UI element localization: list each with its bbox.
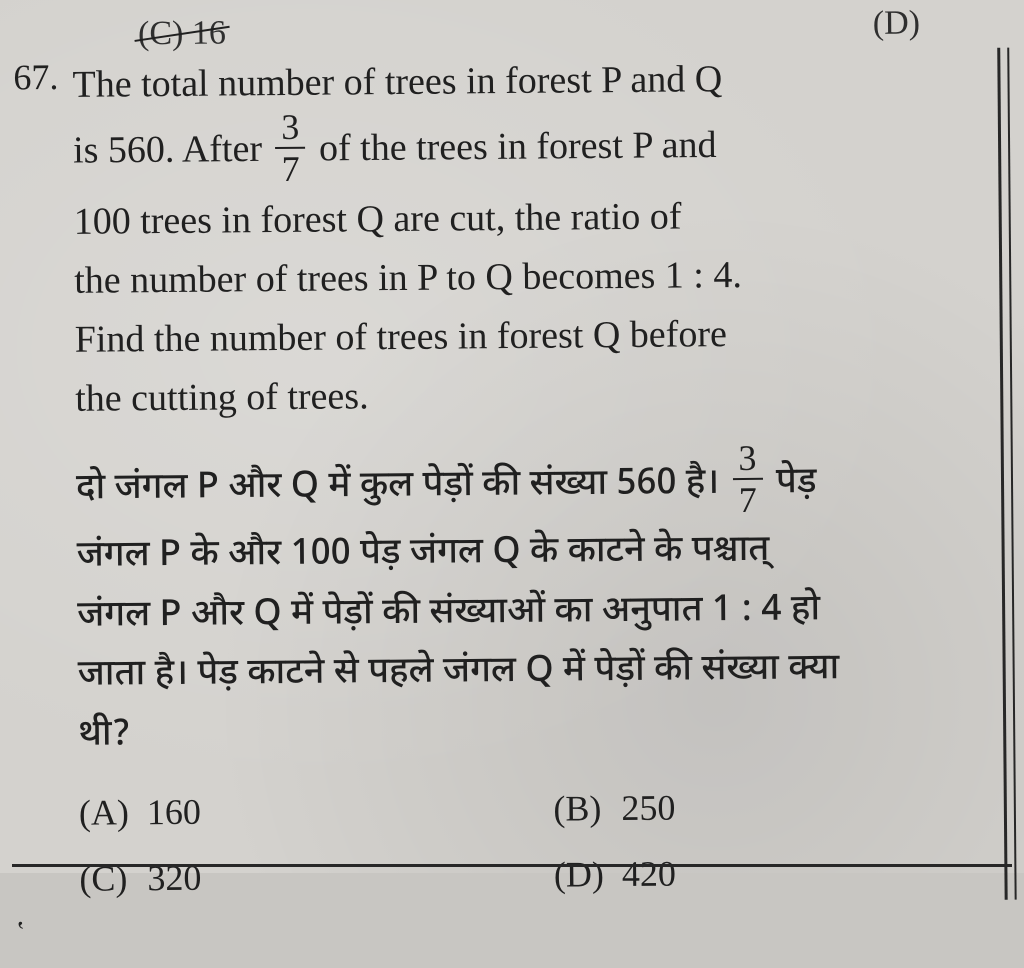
english-line3: 100 trees in forest Q are cut, the ratio…: [73, 185, 982, 252]
option-b: (B) 250: [553, 778, 988, 838]
hindi-line3: जंगल P और Q में पेड़ों की संख्याओं का अन…: [77, 580, 986, 647]
question-body: The total number of trees in forest P an…: [72, 48, 1007, 908]
options-grid: (A) 160 (B) 250 (C) 320 (D) 420: [79, 778, 989, 908]
hindi-line1-prefix: दो जंगल P और Q में कुल पेड़ों की संख्या …: [76, 461, 720, 514]
option-c: (C) 320: [79, 848, 514, 908]
hindi-line4: जाता है। पेड़ काटने से पहले जंगल Q में प…: [77, 639, 986, 706]
option-b-value: 250: [621, 781, 675, 837]
hindi-line5: थी?: [78, 698, 987, 765]
option-a: (A) 160: [79, 782, 514, 842]
hindi-line2: जंगल P के और 100 पेड़ जंगल Q के काटने के…: [76, 520, 985, 587]
previous-option-d: (D): [873, 4, 921, 42]
question-row: 67. The total number of trees in forest …: [8, 48, 1007, 908]
english-line6: the cutting of trees.: [75, 361, 984, 428]
hindi-text: दो जंगल P और Q में कुल पेड़ों की संख्या …: [76, 442, 988, 765]
page-photo: (D) (C) 16 67. The total number of trees…: [0, 0, 1024, 873]
english-line5: Find the number of trees in forest Q bef…: [74, 303, 983, 370]
fraction-denominator: 7: [276, 149, 306, 187]
option-d: (D) 420: [554, 844, 989, 904]
previous-option-c: (C) 16: [138, 8, 1000, 54]
hindi-line1: दो जंगल P और Q में कुल पेड़ों की संख्या …: [76, 442, 986, 528]
option-c-text: (C) 16: [138, 14, 226, 52]
option-a-label: (A): [79, 785, 135, 841]
option-d-value: 420: [622, 846, 676, 902]
english-line2-prefix: is 560. After: [73, 128, 262, 172]
fraction-3-7: 3 7: [275, 109, 306, 187]
option-c-value: 320: [147, 851, 201, 907]
hindi-line1-suffix: पेड़: [776, 460, 817, 507]
english-line2-suffix: of the trees in forest P and: [319, 124, 717, 169]
fraction-denominator-hindi: 7: [733, 480, 763, 518]
option-c-label: (C): [79, 851, 135, 907]
option-d-label: (D): [554, 847, 610, 903]
fraction-numerator: 3: [275, 109, 305, 149]
option-b-label: (B): [553, 781, 609, 837]
fraction-3-7-hindi: 3 7: [732, 440, 763, 518]
content-block: (D) (C) 16 67. The total number of trees…: [0, 0, 1024, 968]
english-line1: The total number of trees in forest P an…: [72, 48, 981, 115]
english-text: The total number of trees in forest P an…: [72, 48, 984, 428]
english-line2: is 560. After 3 7 of the trees in forest…: [73, 107, 983, 193]
question-number: 67.: [8, 56, 72, 99]
stray-mark-left: ‛: [16, 916, 26, 947]
fraction-numerator-hindi: 3: [732, 440, 762, 480]
bottom-rule: [12, 864, 1012, 867]
option-a-value: 160: [147, 785, 201, 841]
english-line4: the number of trees in P to Q becomes 1 …: [74, 244, 983, 311]
